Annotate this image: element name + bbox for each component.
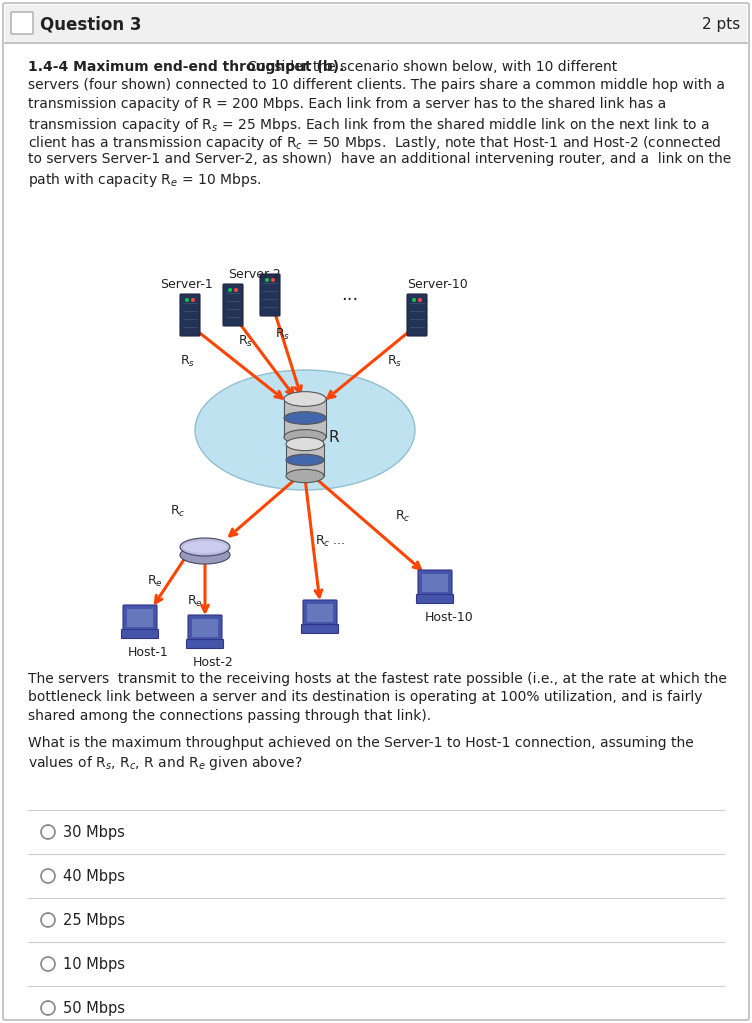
Text: 10 Mbps: 10 Mbps [63,957,125,972]
Ellipse shape [286,438,324,451]
FancyBboxPatch shape [180,294,200,336]
Text: R$_c$ ...: R$_c$ ... [315,534,345,549]
Bar [307,604,333,622]
Text: path with capacity R$_e$ = 10 Mbps.: path with capacity R$_e$ = 10 Mbps. [28,171,261,189]
Ellipse shape [284,392,326,406]
Text: R: R [329,431,340,445]
Ellipse shape [284,411,326,425]
Text: transmission capacity of R$_s$ = 25 Mbps. Each link from the shared middle link : transmission capacity of R$_s$ = 25 Mbps… [28,116,710,133]
Circle shape [265,278,269,282]
Text: transmission capacity of R = 200 Mbps. Each link from a server has to the shared: transmission capacity of R = 200 Mbps. E… [28,97,666,112]
Text: Question 3: Question 3 [40,15,141,33]
Ellipse shape [183,541,227,553]
Ellipse shape [286,454,324,465]
Text: R$_e$: R$_e$ [147,574,162,589]
Text: R$_s$: R$_s$ [180,354,196,369]
FancyBboxPatch shape [302,624,338,633]
Text: servers (four shown) connected to 10 different clients. The pairs share a common: servers (four shown) connected to 10 dif… [28,79,725,92]
Text: Host-2: Host-2 [193,656,234,669]
Bar [127,609,153,627]
Text: What is the maximum throughput achieved on the Server-1 to Host-1 connection, as: What is the maximum throughput achieved … [28,736,694,750]
Bar [5,5,747,43]
Circle shape [271,278,275,282]
Text: R$_c$: R$_c$ [395,509,411,524]
Text: ...: ... [341,286,359,304]
Text: 2 pts: 2 pts [702,16,740,32]
Text: Host-1: Host-1 [128,646,168,659]
Circle shape [41,825,55,839]
Text: Server-2: Server-2 [228,268,280,281]
Text: client has a transmission capacity of R$_c$ = 50 Mbps.  Lastly, note that Host-1: client has a transmission capacity of R$… [28,134,721,152]
Text: 40 Mbps: 40 Mbps [63,869,125,884]
Text: 30 Mbps: 30 Mbps [63,825,125,840]
FancyBboxPatch shape [418,570,452,596]
Text: 25 Mbps: 25 Mbps [63,913,125,928]
FancyBboxPatch shape [223,284,243,326]
Circle shape [185,298,189,302]
Text: Consider the scenario shown below, with 10 different: Consider the scenario shown below, with … [244,60,617,74]
Circle shape [234,288,238,292]
Circle shape [191,298,195,302]
Text: Server-1: Server-1 [160,278,213,292]
Text: The servers  transmit to the receiving hosts at the fastest rate possible (i.e.,: The servers transmit to the receiving ho… [28,672,727,686]
Ellipse shape [284,430,326,444]
Circle shape [41,1000,55,1015]
Text: Server-10: Server-10 [407,278,468,292]
Ellipse shape [180,546,230,564]
Text: values of R$_s$, R$_c$, R and R$_e$ given above?: values of R$_s$, R$_c$, R and R$_e$ give… [28,754,302,772]
Circle shape [41,957,55,971]
FancyBboxPatch shape [186,639,223,649]
Text: R$_s$: R$_s$ [238,333,253,349]
FancyBboxPatch shape [407,294,427,336]
Text: to servers Server-1 and Server-2, as shown)  have an additional intervening rout: to servers Server-1 and Server-2, as sho… [28,152,731,167]
Text: R$_s$: R$_s$ [387,354,402,369]
Ellipse shape [180,538,230,555]
Text: shared among the connections passing through that link).: shared among the connections passing thr… [28,709,431,723]
Text: R$_e$: R$_e$ [187,594,203,609]
FancyBboxPatch shape [260,274,280,316]
Text: 50 Mbps: 50 Mbps [63,1000,125,1016]
Bar [192,619,218,637]
Bar [422,574,448,592]
Text: 1.4-4 Maximum end-end throughput (b). Consider the scenario shown below, with 10: 1.4-4 Maximum end-end throughput (b). Co… [28,60,683,74]
Circle shape [41,913,55,927]
FancyBboxPatch shape [303,601,337,626]
FancyBboxPatch shape [122,629,159,638]
FancyBboxPatch shape [3,3,749,1020]
Text: 1.4-4 Maximum end-end throughput (b).: 1.4-4 Maximum end-end throughput (b). [28,60,344,74]
Ellipse shape [286,470,324,483]
Bar [284,399,326,437]
Text: Host-10: Host-10 [425,611,474,624]
Bar [286,444,324,476]
Circle shape [228,288,232,292]
FancyBboxPatch shape [11,12,33,34]
Ellipse shape [195,370,415,490]
Circle shape [418,298,422,302]
FancyBboxPatch shape [417,594,453,604]
Circle shape [412,298,416,302]
Circle shape [41,869,55,883]
Text: bottleneck link between a server and its destination is operating at 100% utiliz: bottleneck link between a server and its… [28,691,702,705]
FancyBboxPatch shape [188,615,222,641]
Text: R$_c$: R$_c$ [170,504,186,519]
Text: R$_s$: R$_s$ [275,327,290,342]
FancyBboxPatch shape [123,605,157,631]
